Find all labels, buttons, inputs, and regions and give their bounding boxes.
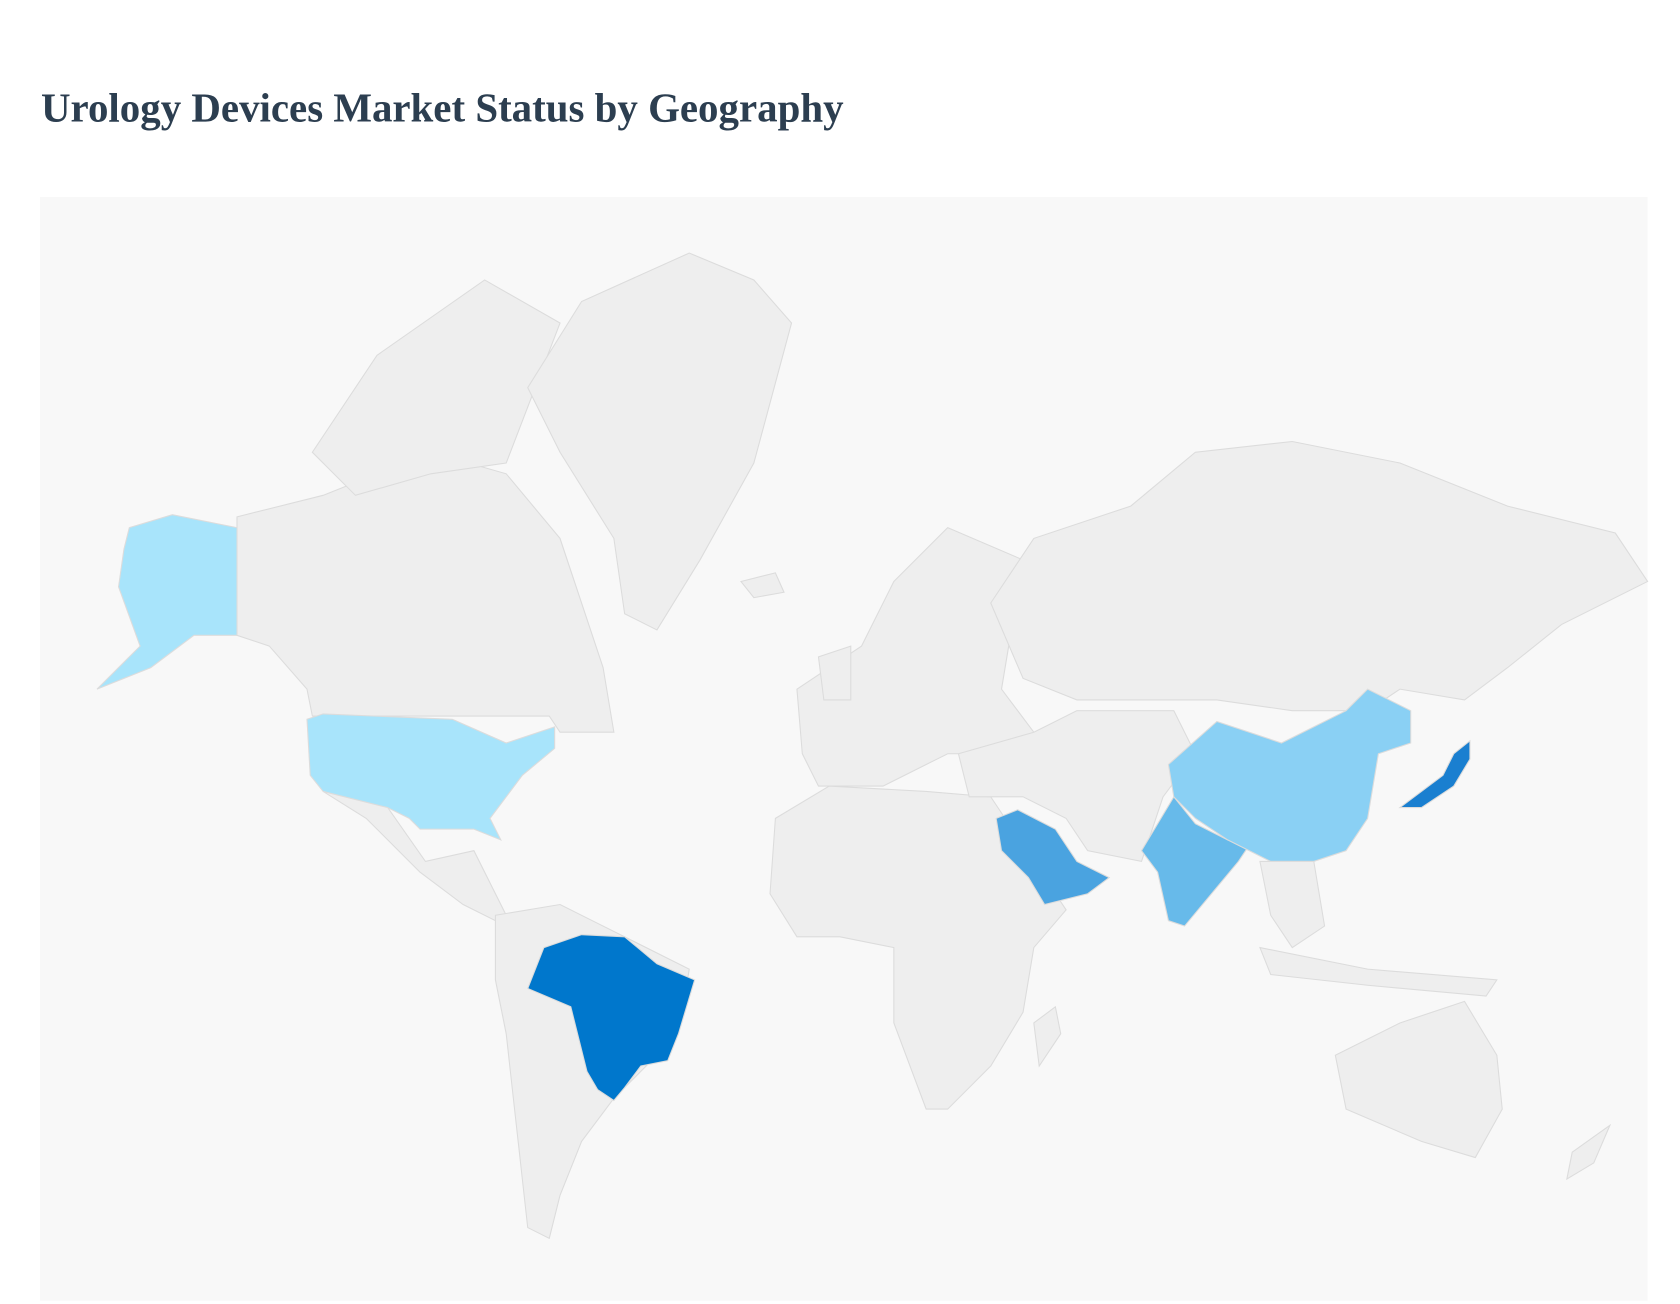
country xyxy=(1033,1005,1062,1068)
country xyxy=(1566,1123,1612,1181)
page-title: Urology Devices Market Status by Geograp… xyxy=(41,85,844,130)
country xyxy=(995,809,1111,906)
country xyxy=(96,514,238,690)
country xyxy=(990,440,1649,712)
country xyxy=(957,710,1196,863)
country xyxy=(1334,1000,1503,1159)
country xyxy=(817,645,852,701)
country xyxy=(527,252,793,631)
world-map xyxy=(96,252,1649,1240)
country xyxy=(527,934,696,1102)
country xyxy=(1167,688,1412,862)
country xyxy=(1259,860,1326,949)
country xyxy=(1259,946,1498,997)
country xyxy=(1398,739,1471,809)
country xyxy=(739,572,785,599)
